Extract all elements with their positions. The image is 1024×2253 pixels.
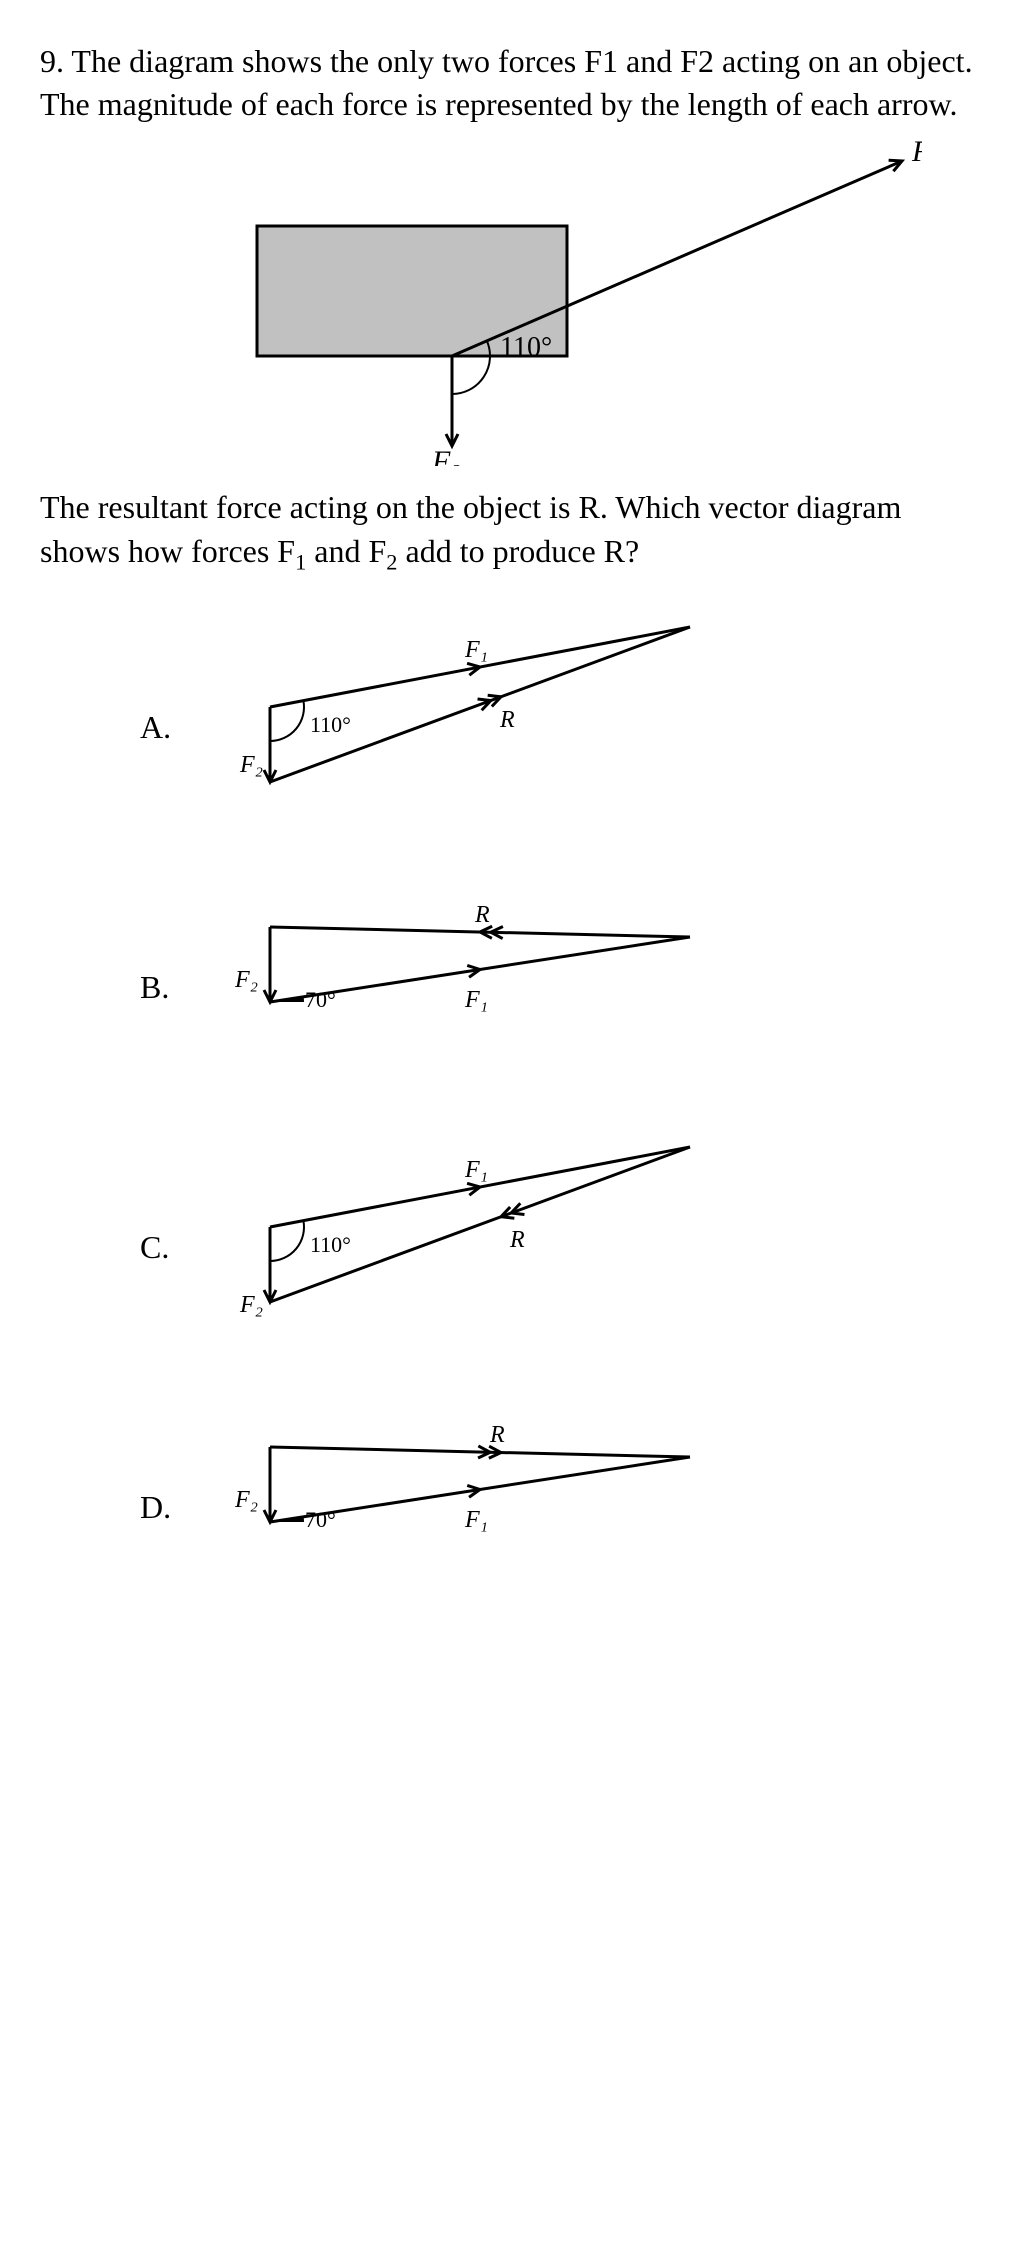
option-b-label: B. [140, 969, 210, 1006]
option-d-label: D. [140, 1489, 210, 1526]
option-c-diagram: F₂ F₁ R 110° [210, 1137, 730, 1357]
svg-text:F₁: F₁ [911, 136, 922, 168]
question-followup: The resultant force acting on the object… [40, 486, 984, 577]
main-diagram: F₁ F₂ 110° [102, 136, 922, 466]
svg-text:F₂: F₂ [431, 445, 461, 466]
followup-mid: and F [306, 533, 386, 569]
svg-text:F₁: F₁ [464, 987, 488, 1013]
svg-text:F₁: F₁ [464, 1507, 488, 1533]
svg-text:70°: 70° [305, 1507, 336, 1532]
option-a-label: A. [140, 709, 210, 746]
svg-text:R: R [474, 902, 490, 928]
svg-text:R: R [509, 1227, 525, 1253]
option-c-label: C. [140, 1229, 210, 1266]
svg-text:110°: 110° [310, 712, 351, 737]
option-d: D. F₂ F₁ R 70° [140, 1417, 984, 1597]
svg-text:R: R [499, 707, 515, 733]
svg-text:F₂: F₂ [239, 752, 263, 778]
option-b-diagram: F₂ F₁ R 70° [210, 897, 730, 1077]
option-a-diagram: F₂ F₁ R 110° [210, 617, 730, 837]
svg-text:F₁: F₁ [464, 637, 488, 663]
svg-text:R: R [489, 1422, 505, 1448]
option-a: A. F₂ F₁ R 110° [140, 617, 984, 837]
svg-text:F₂: F₂ [234, 967, 258, 993]
option-c: C. F₂ F₁ R 110° [140, 1137, 984, 1357]
question-stem: 9. The diagram shows the only two forces… [40, 40, 984, 126]
svg-text:110°: 110° [310, 1232, 351, 1257]
page: 9. The diagram shows the only two forces… [0, 0, 1024, 1717]
svg-text:70°: 70° [305, 987, 336, 1012]
svg-text:F₁: F₁ [464, 1157, 488, 1183]
svg-text:F₂: F₂ [234, 1487, 258, 1513]
svg-text:F₂: F₂ [239, 1292, 263, 1318]
sub-1: 1 [295, 549, 306, 574]
followup-post: add to produce R? [398, 533, 640, 569]
options-list: A. F₂ F₁ R 110° B. F₂ F₁ R 70° C. F₂ F₁ R 110° D.… [140, 617, 984, 1597]
sub-2: 2 [386, 549, 397, 574]
option-d-diagram: F₂ F₁ R 70° [210, 1417, 730, 1597]
svg-text:110°: 110° [500, 332, 552, 363]
option-b: B. F₂ F₁ R 70° [140, 897, 984, 1077]
